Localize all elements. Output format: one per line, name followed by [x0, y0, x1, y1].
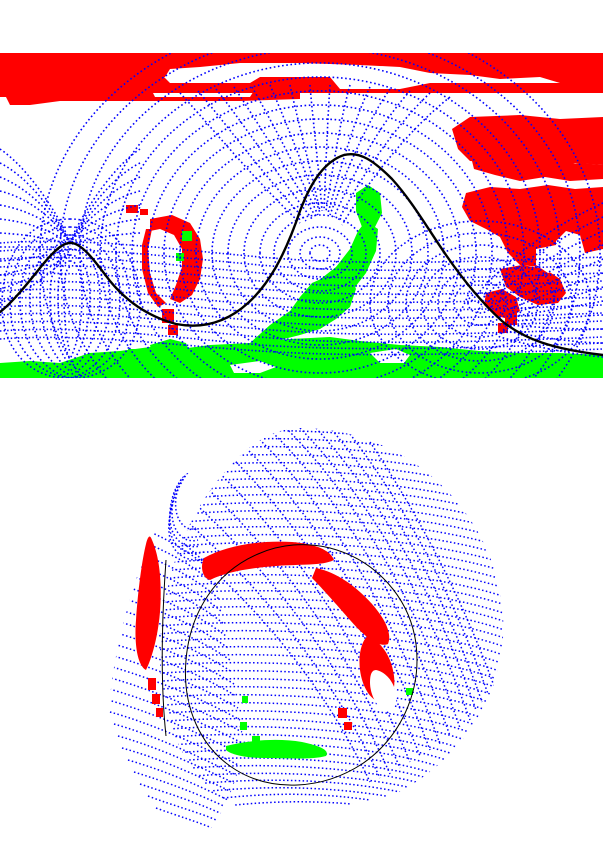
map-plot-area: [0, 53, 603, 378]
high-value-regions: [0, 53, 603, 335]
equirectangular-map-panel: [0, 53, 603, 378]
three-d-globe-panel: [0, 420, 603, 857]
globe-body-contours: [160, 428, 504, 817]
globe-terminator-curve: [161, 544, 418, 786]
globe-background: [0, 420, 603, 857]
globe-plot-area: [0, 420, 603, 857]
low-value-regions: [0, 185, 603, 378]
reference-great-circle: [0, 152, 603, 357]
contour-lines: [0, 53, 603, 378]
globe-high-value-bands: [135, 536, 397, 730]
globe-low-value-bands: [226, 688, 413, 759]
